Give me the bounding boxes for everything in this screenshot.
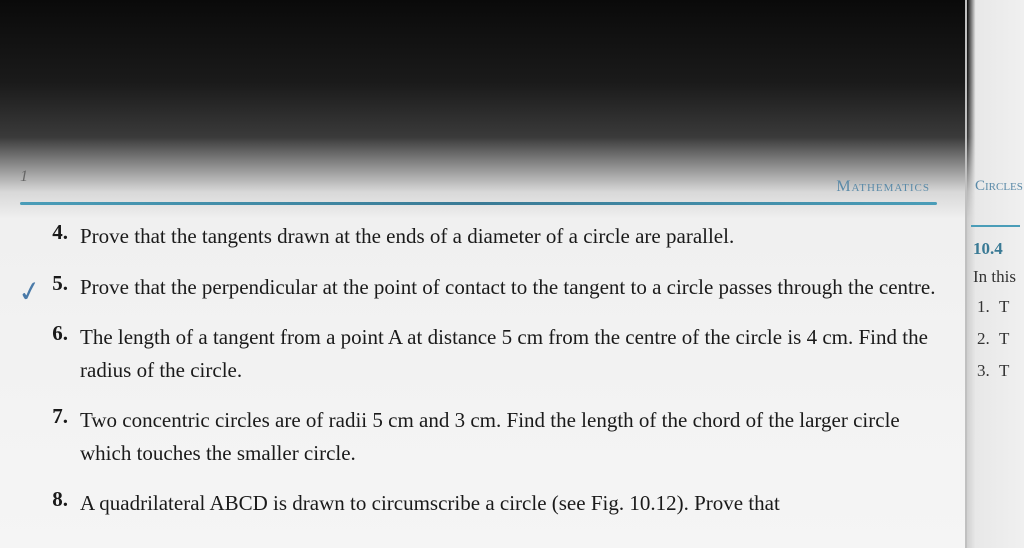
right-list-text: T <box>999 297 1009 317</box>
page-container: 1 Mathematics ✓ 4. Prove that the tangen… <box>0 0 1024 548</box>
right-list-item: 3. T <box>967 361 1024 381</box>
subject-header: Mathematics <box>836 178 930 196</box>
question-item: 5. Prove that the perpendicular at the p… <box>40 271 955 304</box>
question-text: Prove that the perpendicular at the poin… <box>80 271 955 304</box>
question-list: 4. Prove that the tangents drawn at the … <box>40 220 955 520</box>
right-list-item: 1. T <box>967 297 1024 317</box>
question-text: Two concentric circles are of radii 5 cm… <box>80 404 955 469</box>
question-text: Prove that the tangents drawn at the end… <box>80 220 955 253</box>
question-text: A quadrilateral ABCD is drawn to circums… <box>80 487 955 520</box>
question-item: 8. A quadrilateral ABCD is drawn to circ… <box>40 487 955 520</box>
question-item: 4. Prove that the tangents drawn at the … <box>40 220 955 253</box>
right-list-text: T <box>999 329 1009 349</box>
right-list-number: 1. <box>977 297 999 317</box>
question-number: 8. <box>40 487 80 520</box>
right-section-number: 10.4 <box>967 239 1024 259</box>
right-list-number: 2. <box>977 329 999 349</box>
adjacent-page: Circles 10.4 In this 1. T 2. T 3. T <box>965 0 1024 548</box>
question-number: 4. <box>40 220 80 253</box>
question-number: 7. <box>40 404 80 469</box>
question-number: 5. <box>40 271 80 304</box>
right-page-header: Circles <box>967 178 1024 195</box>
right-list-number: 3. <box>977 361 999 381</box>
question-item: 7. Two concentric circles are of radii 5… <box>40 404 955 469</box>
right-list-item: 2. T <box>967 329 1024 349</box>
question-text: The length of a tangent from a point A a… <box>80 321 955 386</box>
page-hint: 1 <box>20 168 28 186</box>
right-list-text: T <box>999 361 1009 381</box>
question-number: 6. <box>40 321 80 386</box>
question-item: 6. The length of a tangent from a point … <box>40 321 955 386</box>
main-page: 1 Mathematics ✓ 4. Prove that the tangen… <box>0 0 965 548</box>
right-intro-text: In this <box>967 267 1024 287</box>
header-divider <box>20 202 937 205</box>
right-divider <box>971 225 1020 227</box>
